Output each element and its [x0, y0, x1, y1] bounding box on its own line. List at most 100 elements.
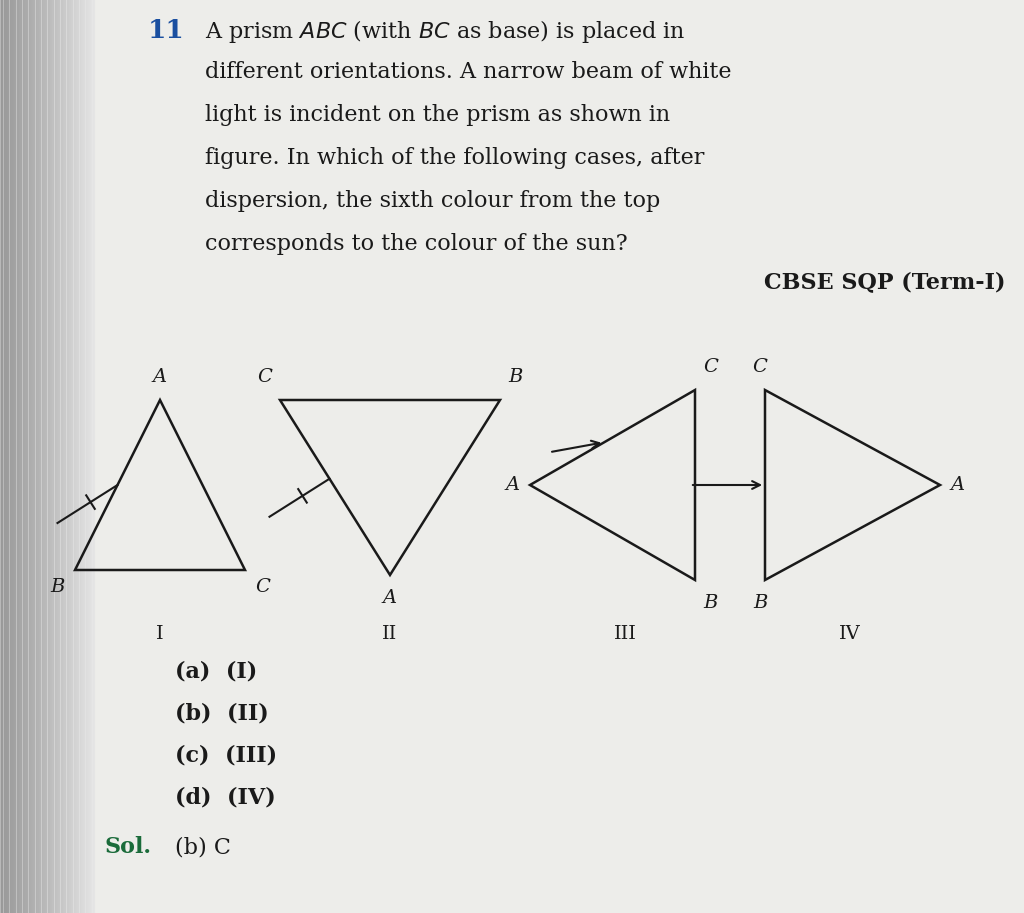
Text: A: A	[950, 476, 965, 494]
Polygon shape	[95, 0, 1024, 913]
Text: A prism $ABC$ (with $BC$ as base) is placed in: A prism $ABC$ (with $BC$ as base) is pla…	[205, 18, 685, 45]
Text: C: C	[255, 578, 270, 596]
Text: Sol.: Sol.	[105, 836, 152, 858]
Bar	[67, 0, 69, 913]
Bar	[43, 0, 45, 913]
Bar	[80, 0, 82, 913]
Text: IV: IV	[839, 625, 861, 643]
Text: II: II	[382, 625, 397, 643]
Bar	[82, 0, 84, 913]
Bar	[72, 0, 74, 913]
Text: I: I	[157, 625, 164, 643]
Bar	[66, 0, 68, 913]
Text: A: A	[383, 589, 397, 607]
Bar	[87, 0, 89, 913]
Bar	[13, 0, 15, 913]
Bar	[37, 0, 39, 913]
Bar	[35, 0, 37, 913]
Bar	[1, 0, 3, 913]
Bar	[10, 0, 13, 913]
Text: A: A	[506, 476, 520, 494]
Bar	[74, 0, 76, 913]
Bar	[54, 0, 56, 913]
Bar	[42, 0, 44, 913]
Bar	[5, 0, 7, 913]
Bar	[73, 0, 75, 913]
Bar	[2, 0, 4, 913]
Bar	[59, 0, 61, 913]
Bar	[53, 0, 55, 913]
Text: C: C	[703, 358, 718, 376]
Text: (a)  (I): (a) (I)	[175, 660, 257, 682]
Bar	[33, 0, 36, 913]
Bar	[49, 0, 51, 913]
Bar	[12, 0, 14, 913]
Bar	[44, 0, 46, 913]
Bar	[68, 0, 70, 913]
Bar	[56, 0, 58, 913]
Bar	[84, 0, 86, 913]
Text: dispersion, the sixth colour from the top: dispersion, the sixth colour from the to…	[205, 190, 660, 212]
Bar	[90, 0, 92, 913]
Bar	[57, 0, 59, 913]
Text: (b)  (II): (b) (II)	[175, 702, 268, 724]
Bar	[91, 0, 93, 913]
Bar	[76, 0, 78, 913]
Text: B: B	[508, 368, 522, 386]
Bar	[8, 0, 10, 913]
Bar	[88, 0, 90, 913]
Bar	[51, 0, 53, 913]
Bar	[70, 0, 73, 913]
Bar	[61, 0, 63, 913]
Bar	[19, 0, 22, 913]
Bar	[9, 0, 11, 913]
Text: C: C	[257, 368, 272, 386]
Bar	[17, 0, 20, 913]
Bar	[50, 0, 52, 913]
Text: B: B	[753, 594, 767, 612]
Text: III: III	[613, 625, 637, 643]
Bar	[40, 0, 43, 913]
Text: B: B	[50, 578, 65, 596]
Bar	[6, 0, 8, 913]
Bar	[24, 0, 26, 913]
Bar	[46, 0, 48, 913]
Bar	[85, 0, 88, 913]
Bar	[25, 0, 27, 913]
Text: CBSE SQP (Term-I): CBSE SQP (Term-I)	[764, 271, 1005, 293]
Bar	[94, 0, 96, 913]
Bar	[52, 0, 54, 913]
Bar	[30, 0, 32, 913]
Bar	[38, 0, 40, 913]
Bar	[23, 0, 25, 913]
Bar	[39, 0, 41, 913]
Bar	[92, 0, 95, 913]
Bar	[89, 0, 91, 913]
Text: B: B	[703, 594, 718, 612]
Bar	[14, 0, 16, 913]
Text: (c)  (III): (c) (III)	[175, 744, 278, 766]
Bar	[77, 0, 80, 913]
Text: figure. In which of the following cases, after: figure. In which of the following cases,…	[205, 147, 705, 169]
Bar	[60, 0, 62, 913]
Bar	[28, 0, 30, 913]
Text: A: A	[153, 368, 167, 386]
Bar	[47, 0, 50, 913]
Bar	[20, 0, 23, 913]
Bar	[16, 0, 18, 913]
Bar	[0, 0, 2, 913]
Bar	[22, 0, 24, 913]
Text: C: C	[753, 358, 767, 376]
Text: different orientations. A narrow beam of white: different orientations. A narrow beam of…	[205, 61, 731, 83]
Bar	[29, 0, 31, 913]
Bar	[27, 0, 29, 913]
Bar	[75, 0, 77, 913]
Bar	[62, 0, 66, 913]
Bar	[7, 0, 9, 913]
Text: light is incident on the prism as shown in: light is incident on the prism as shown …	[205, 104, 670, 126]
Text: (b) C: (b) C	[175, 836, 230, 858]
Bar	[45, 0, 47, 913]
Bar	[31, 0, 33, 913]
Bar	[81, 0, 83, 913]
Bar	[32, 0, 34, 913]
